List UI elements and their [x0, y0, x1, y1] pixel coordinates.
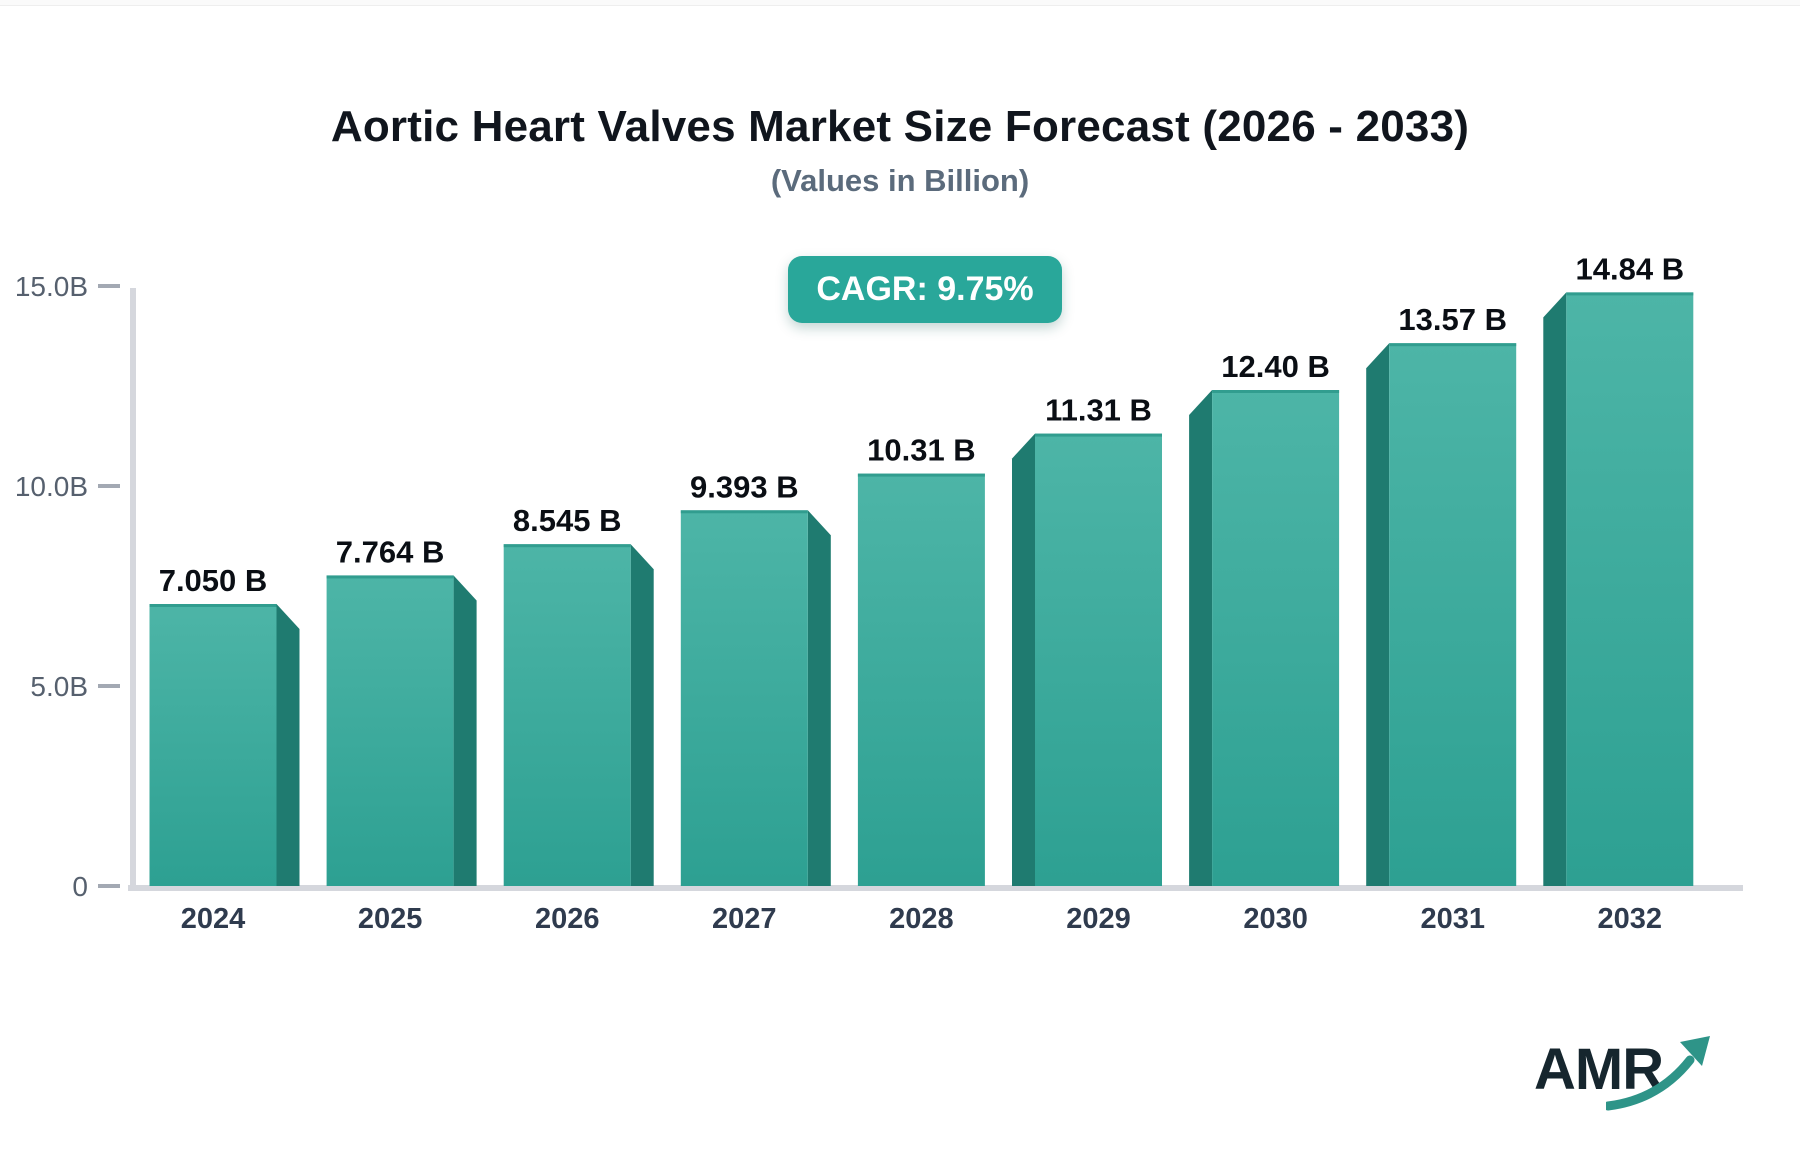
bar-top-edge-2027 — [680, 510, 808, 514]
bar-face-2031 — [1389, 343, 1517, 886]
y-tick-label-5.0B: 5.0B — [30, 671, 88, 702]
bar-side-2030 — [1189, 390, 1213, 886]
bar-face-2026 — [503, 544, 631, 886]
value-label-2032: 14.84 B — [1576, 251, 1685, 286]
bar-side-2029 — [1012, 433, 1035, 886]
y-tick-label-15.0B: 15.0B — [15, 271, 88, 302]
chart-title: Aortic Heart Valves Market Size Forecast… — [330, 102, 1470, 151]
bar-face-2030 — [1212, 390, 1340, 886]
bar-top-edge-2032 — [1566, 292, 1694, 296]
x-label-2024: 2024 — [181, 903, 246, 935]
bar-2027: 9.393 B 2027 — [680, 469, 831, 935]
value-label-2026: 8.545 B — [513, 503, 622, 538]
bar-top-edge-2028 — [857, 473, 985, 477]
bar-top-edge-2031 — [1389, 343, 1517, 347]
x-label-2029: 2029 — [1066, 903, 1131, 935]
amr-logo: AMR — [1528, 1026, 1728, 1126]
bar-2026: 8.545 B 2026 — [503, 503, 654, 935]
value-label-2024: 7.050 B — [159, 563, 268, 598]
bar-side-2026 — [630, 544, 654, 886]
bar-side-2024 — [276, 604, 300, 886]
bar-face-2028 — [857, 473, 985, 886]
bar-face-2032 — [1566, 292, 1694, 886]
x-label-2026: 2026 — [535, 903, 600, 935]
y-axis-line — [130, 288, 136, 891]
bar-face-2027 — [680, 510, 808, 886]
bar-top-edge-2029 — [1035, 433, 1162, 437]
bar-side-2027 — [807, 510, 831, 886]
x-label-2028: 2028 — [889, 903, 954, 935]
value-label-2027: 9.393 B — [690, 469, 799, 504]
bar-side-2031 — [1366, 343, 1390, 886]
bar-2028: 10.31 B 2028 — [857, 433, 985, 935]
bar-2029: 11.31 B 2029 — [1012, 393, 1162, 935]
bar-2030: 12.40 B 2030 — [1189, 349, 1340, 935]
cagr-badge-label: CAGR: 9.75% — [816, 270, 1034, 308]
value-label-2030: 12.40 B — [1221, 349, 1330, 384]
bar-top-edge-2030 — [1212, 390, 1340, 393]
value-label-2028: 10.31 B — [867, 433, 976, 468]
bar-side-2025 — [453, 575, 477, 886]
x-axis-line — [128, 885, 1743, 891]
chart-subtitle: (Values in Billion) — [770, 163, 1030, 198]
bar-side-2032 — [1543, 292, 1567, 886]
value-label-2029: 11.31 B — [1045, 393, 1152, 428]
bar-top-edge-2024 — [149, 604, 277, 607]
x-label-2025: 2025 — [358, 903, 423, 935]
bar-2031: 13.57 B 2031 — [1366, 302, 1517, 935]
bar-2025: 7.764 B 2025 — [326, 534, 477, 935]
value-label-2031: 13.57 B — [1398, 302, 1507, 337]
bar-face-2029 — [1035, 433, 1162, 886]
bar-face-2025 — [326, 575, 454, 886]
amr-logo-text: AMR — [1534, 1037, 1664, 1102]
x-label-2032: 2032 — [1598, 903, 1663, 935]
x-label-2030: 2030 — [1243, 903, 1308, 935]
value-label-2025: 7.764 B — [336, 534, 445, 569]
x-label-2031: 2031 — [1420, 903, 1485, 935]
x-label-2027: 2027 — [712, 903, 777, 935]
y-tick-label-0: 0 — [72, 871, 88, 902]
bar-face-2024 — [149, 604, 277, 886]
bar-2024: 7.050 B 2024 — [149, 563, 300, 935]
bar-top-edge-2025 — [326, 575, 454, 579]
growth-arrow-icon — [1606, 1036, 1710, 1111]
y-tick-label-10.0B: 10.0B — [15, 471, 88, 502]
bar-2032: 14.84 B 2032 — [1543, 251, 1694, 935]
cagr-badge: CAGR: 9.75% — [788, 256, 1062, 323]
bar-top-edge-2026 — [503, 544, 631, 548]
page-top-strip — [0, 0, 1800, 6]
